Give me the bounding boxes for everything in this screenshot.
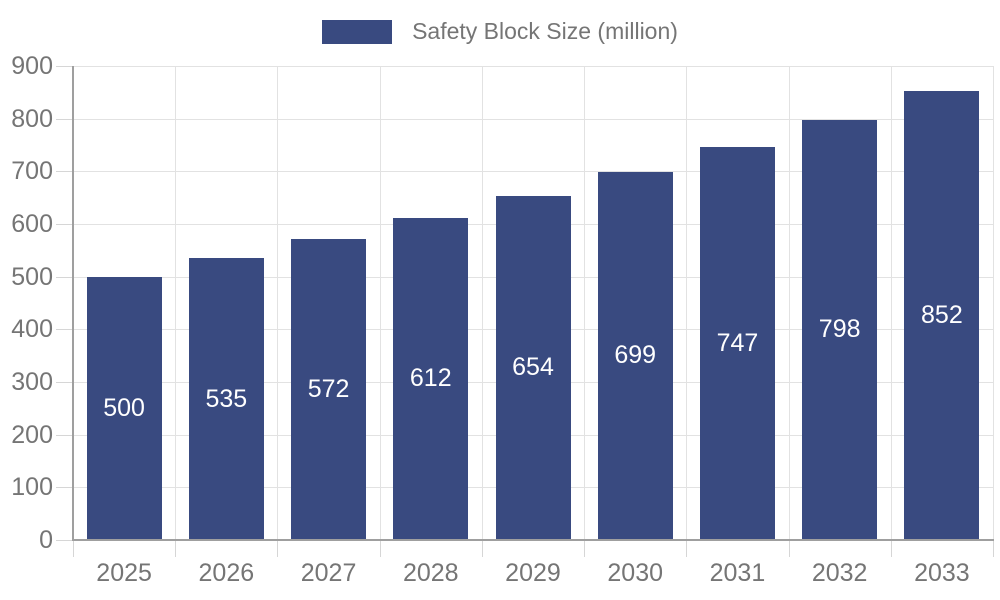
x-axis-label: 2031 bbox=[709, 559, 766, 587]
y-axis-label: 100 bbox=[11, 473, 53, 502]
x-axis-label: 2028 bbox=[402, 559, 459, 587]
x-axis-label: 2029 bbox=[505, 559, 561, 587]
bar-value-label: 798 bbox=[818, 315, 861, 344]
x-axis-tick bbox=[379, 541, 381, 557]
y-axis-tick bbox=[56, 487, 73, 489]
plot-area: 0 100 200 300 400 500 600 700 800 900 500 2025 535 20… bbox=[11, 53, 994, 586]
x-axis-tick bbox=[993, 541, 994, 557]
bar-value-label: 747 bbox=[716, 328, 759, 357]
x-axis-tick bbox=[481, 541, 483, 557]
x-axis-tick bbox=[890, 541, 892, 557]
y-axis-label: 300 bbox=[11, 368, 53, 396]
x-axis-tick bbox=[788, 541, 790, 557]
bar-value-label: 852 bbox=[921, 301, 963, 330]
y-axis-label: 800 bbox=[11, 104, 53, 133]
x-axis-line bbox=[72, 539, 994, 541]
y-axis-label: 900 bbox=[11, 52, 53, 80]
gridline-vertical bbox=[175, 66, 177, 540]
gridline-vertical bbox=[890, 66, 892, 540]
legend-swatch bbox=[322, 19, 393, 44]
x-axis-label: 2030 bbox=[607, 559, 664, 587]
x-axis-tick bbox=[73, 541, 74, 557]
y-axis-tick bbox=[56, 118, 73, 120]
bar: 654 bbox=[495, 195, 571, 540]
x-axis-tick bbox=[584, 541, 586, 557]
bar: 852 bbox=[904, 91, 980, 540]
legend: Safety Block Size (million) bbox=[0, 18, 1000, 45]
y-axis-line bbox=[72, 66, 74, 541]
gridline-horizontal bbox=[73, 118, 993, 120]
bar: 612 bbox=[393, 217, 469, 540]
y-axis-tick bbox=[56, 276, 73, 278]
bar: 572 bbox=[291, 238, 367, 540]
bar: 699 bbox=[597, 171, 673, 540]
x-axis-label: 2025 bbox=[96, 559, 152, 587]
x-axis-label: 2027 bbox=[300, 559, 357, 587]
gridline-vertical bbox=[788, 66, 790, 540]
bar: 500 bbox=[86, 276, 162, 540]
bar-value-label: 699 bbox=[614, 341, 657, 370]
bar: 747 bbox=[699, 146, 775, 540]
y-axis-tick bbox=[56, 382, 73, 383]
gridline-horizontal bbox=[73, 66, 993, 67]
y-axis-label: 400 bbox=[11, 315, 53, 344]
bar-value-label: 535 bbox=[205, 384, 248, 413]
y-axis-tick bbox=[56, 171, 73, 173]
gridline-vertical bbox=[379, 66, 381, 540]
gridline-horizontal bbox=[73, 171, 993, 173]
gridline-vertical bbox=[686, 66, 688, 540]
legend-label: Safety Block Size (million) bbox=[412, 18, 678, 44]
gridline-vertical bbox=[277, 66, 279, 540]
y-axis-tick bbox=[56, 540, 73, 541]
x-axis-label: 2033 bbox=[914, 559, 970, 587]
y-axis-label: 200 bbox=[11, 420, 53, 449]
bar-value-label: 654 bbox=[512, 353, 554, 382]
gridline-vertical bbox=[993, 66, 994, 540]
y-axis-tick bbox=[56, 434, 73, 436]
gridline-vertical bbox=[584, 66, 586, 540]
bar: 798 bbox=[802, 119, 878, 540]
x-axis-label: 2026 bbox=[198, 559, 255, 587]
y-axis-label: 700 bbox=[11, 157, 53, 186]
y-axis-tick bbox=[56, 66, 73, 67]
bar-value-label: 572 bbox=[307, 374, 350, 403]
x-axis-tick bbox=[175, 541, 177, 557]
y-axis-tick bbox=[56, 329, 73, 331]
y-axis-label: 0 bbox=[39, 526, 53, 554]
x-axis-tick bbox=[277, 541, 279, 557]
bar: 535 bbox=[188, 258, 264, 540]
gridline-vertical bbox=[481, 66, 483, 540]
x-axis-tick bbox=[686, 541, 688, 557]
y-axis-label: 500 bbox=[11, 262, 53, 291]
y-axis-tick bbox=[56, 224, 73, 225]
bar-value-label: 612 bbox=[409, 364, 452, 393]
x-axis-label: 2032 bbox=[811, 559, 868, 587]
y-axis-label: 600 bbox=[11, 210, 53, 238]
bar-value-label: 500 bbox=[103, 393, 145, 422]
